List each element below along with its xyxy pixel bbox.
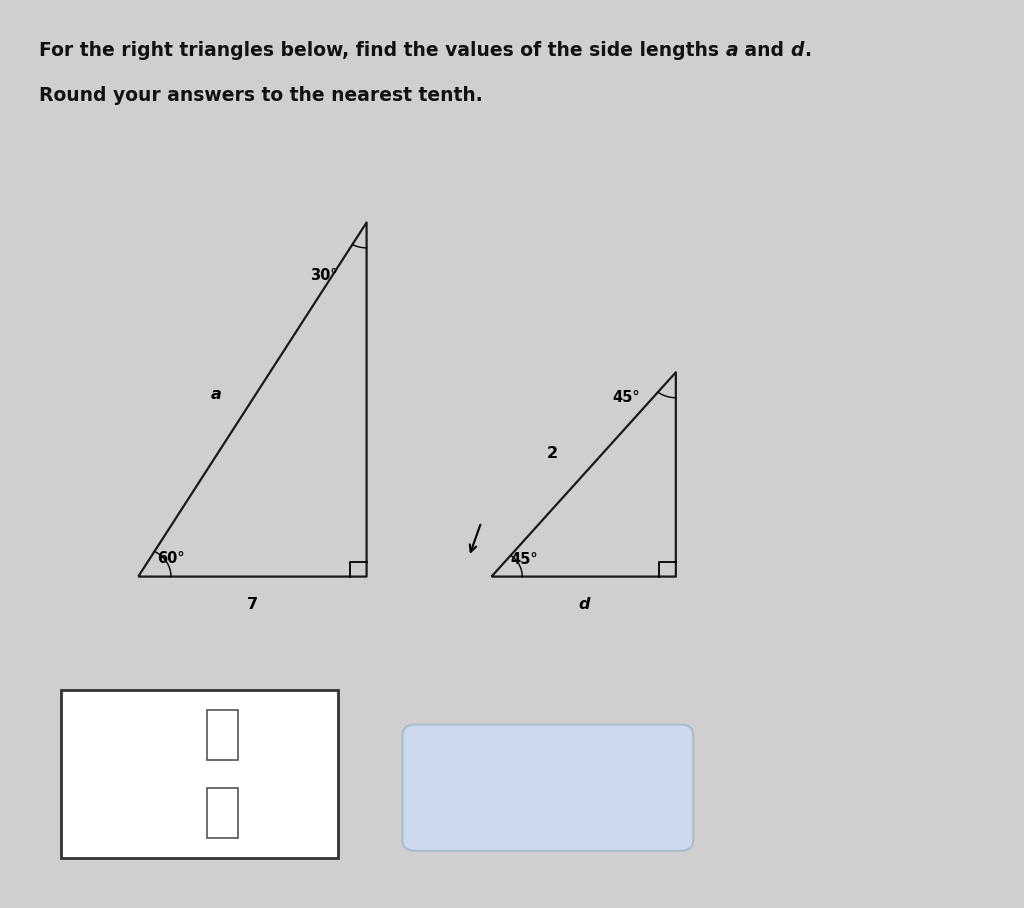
Text: 2: 2 (547, 446, 558, 460)
Text: For the right triangles below, find the values of the side lengths: For the right triangles below, find the … (39, 41, 725, 60)
Text: 30°: 30° (310, 268, 338, 283)
Text: (b): (b) (87, 805, 120, 820)
Text: Round your answers to the nearest tenth.: Round your answers to the nearest tenth. (39, 86, 482, 105)
Text: d: d (131, 805, 141, 820)
Text: 60°: 60° (157, 550, 184, 566)
Text: 5: 5 (593, 775, 609, 800)
Text: d: d (578, 597, 590, 612)
Text: =: = (148, 805, 172, 820)
Text: and: and (738, 41, 791, 60)
Text: 45°: 45° (612, 390, 640, 406)
Text: 7: 7 (247, 597, 258, 612)
Text: 45°: 45° (510, 552, 538, 568)
Text: a: a (211, 388, 221, 402)
Text: d: d (791, 41, 804, 60)
FancyBboxPatch shape (207, 788, 238, 838)
Text: =: = (148, 728, 172, 743)
Text: .: . (804, 41, 811, 60)
Text: ×: × (484, 775, 505, 800)
Text: (a): (a) (87, 728, 120, 743)
FancyBboxPatch shape (61, 690, 338, 858)
Text: a: a (131, 728, 141, 743)
Text: a: a (725, 41, 738, 60)
FancyBboxPatch shape (207, 710, 238, 760)
FancyBboxPatch shape (402, 725, 693, 851)
